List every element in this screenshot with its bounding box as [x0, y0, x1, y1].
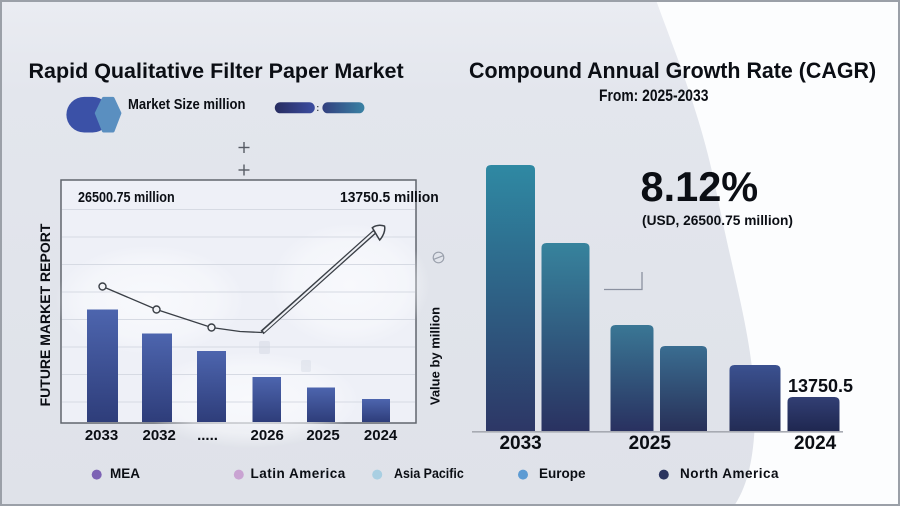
svg-text::: :: [316, 103, 319, 113]
